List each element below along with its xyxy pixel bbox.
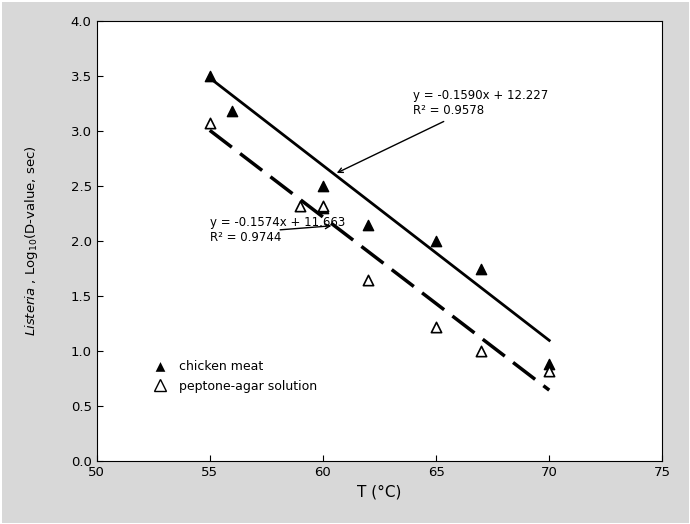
- chicken meat: [317, 204, 328, 212]
- peptone-agar solution: [295, 202, 306, 210]
- peptone-agar solution: [204, 119, 215, 127]
- peptone-agar solution: [317, 202, 328, 210]
- Text: $\it{Listeria}$ , Log$_{10}$(D-value, sec): $\it{Listeria}$ , Log$_{10}$(D-value, se…: [23, 146, 40, 336]
- chicken meat: [317, 182, 328, 190]
- peptone-agar solution: [544, 367, 555, 375]
- peptone-agar solution: [431, 323, 442, 331]
- Legend: chicken meat, peptone-agar solution: chicken meat, peptone-agar solution: [142, 355, 322, 398]
- X-axis label: T (°C): T (°C): [357, 485, 402, 499]
- Text: y = -0.1574x + 11.663
R² = 0.9744: y = -0.1574x + 11.663 R² = 0.9744: [210, 216, 345, 244]
- peptone-agar solution: [363, 276, 374, 284]
- chicken meat: [363, 220, 374, 228]
- chicken meat: [227, 107, 238, 115]
- chicken meat: [431, 237, 442, 245]
- peptone-agar solution: [476, 347, 487, 355]
- Text: y = -0.1590x + 12.227
R² = 0.9578: y = -0.1590x + 12.227 R² = 0.9578: [338, 90, 549, 172]
- chicken meat: [204, 72, 215, 80]
- chicken meat: [544, 360, 555, 368]
- chicken meat: [476, 265, 487, 273]
